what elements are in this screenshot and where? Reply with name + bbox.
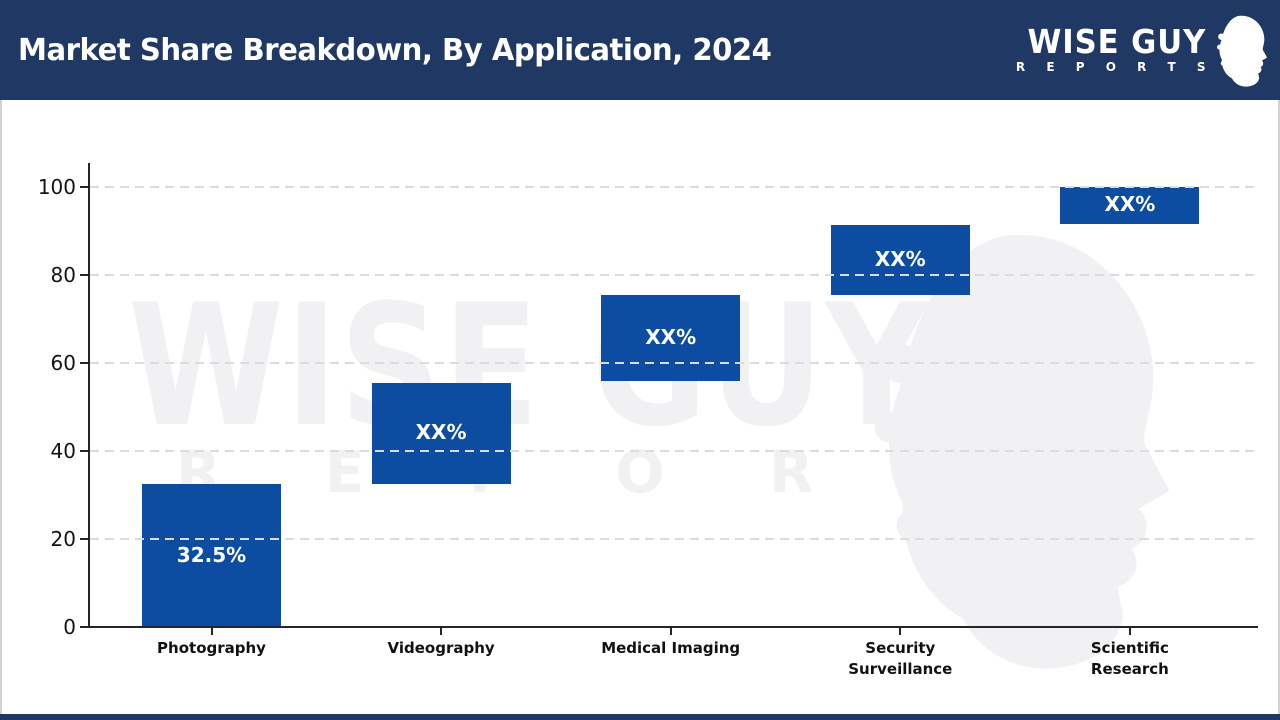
x-tick bbox=[669, 628, 672, 635]
bar-value-label: XX% bbox=[645, 324, 697, 349]
category-label: Medical Imaging bbox=[601, 639, 741, 657]
y-axis-line bbox=[88, 163, 90, 628]
category-label: Photography bbox=[157, 639, 266, 657]
gridline bbox=[90, 362, 1256, 364]
y-tick bbox=[80, 362, 88, 364]
y-tick bbox=[80, 538, 88, 540]
y-tick bbox=[80, 186, 88, 188]
y-tick-label: 100 bbox=[37, 175, 76, 199]
brand-logo-text: WISE GUY R E P O R T S bbox=[1014, 25, 1206, 75]
y-tick-label: 40 bbox=[50, 439, 76, 463]
brand-head-icon bbox=[1217, 15, 1268, 87]
page-title: Market Share Breakdown, By Application, … bbox=[18, 32, 772, 68]
y-tick bbox=[80, 626, 88, 628]
bar bbox=[1060, 187, 1200, 224]
x-tick bbox=[210, 628, 213, 635]
watermark-text: WISE GUY bbox=[128, 268, 930, 464]
gridline bbox=[90, 186, 1256, 188]
y-tick-label: 60 bbox=[50, 351, 76, 375]
bar bbox=[371, 382, 511, 484]
y-tick bbox=[80, 274, 88, 276]
gridline bbox=[90, 274, 1256, 276]
bar-value-label: XX% bbox=[1104, 192, 1156, 217]
x-tick bbox=[440, 628, 443, 635]
y-tick-label: 20 bbox=[50, 527, 76, 551]
bar bbox=[601, 294, 741, 381]
bar bbox=[830, 225, 970, 295]
y-tick-label: 0 bbox=[63, 615, 76, 639]
x-tick bbox=[1128, 628, 1131, 635]
footer-bar bbox=[0, 714, 1280, 720]
brand-subtitle: R E P O R T S bbox=[1015, 60, 1214, 74]
gridline bbox=[90, 538, 1256, 540]
category-label: Videography bbox=[387, 639, 495, 657]
x-axis-line bbox=[88, 626, 1258, 628]
bar-value-label: 32.5% bbox=[176, 542, 247, 567]
bar-value-label: XX% bbox=[874, 247, 926, 272]
brand-name: WISE GUY bbox=[1027, 22, 1206, 61]
category-label: Security Surveillance bbox=[848, 639, 953, 678]
brand-logo: WISE GUY R E P O R T S bbox=[1014, 0, 1268, 100]
y-tick bbox=[80, 450, 88, 452]
y-tick-label: 80 bbox=[50, 263, 76, 287]
category-label: Scientific Research bbox=[1090, 639, 1169, 678]
header-bar: Market Share Breakdown, By Application, … bbox=[0, 0, 1280, 100]
gridline bbox=[90, 450, 1256, 452]
bar-value-label: XX% bbox=[415, 420, 467, 445]
x-tick bbox=[899, 628, 902, 635]
bar bbox=[142, 484, 281, 627]
